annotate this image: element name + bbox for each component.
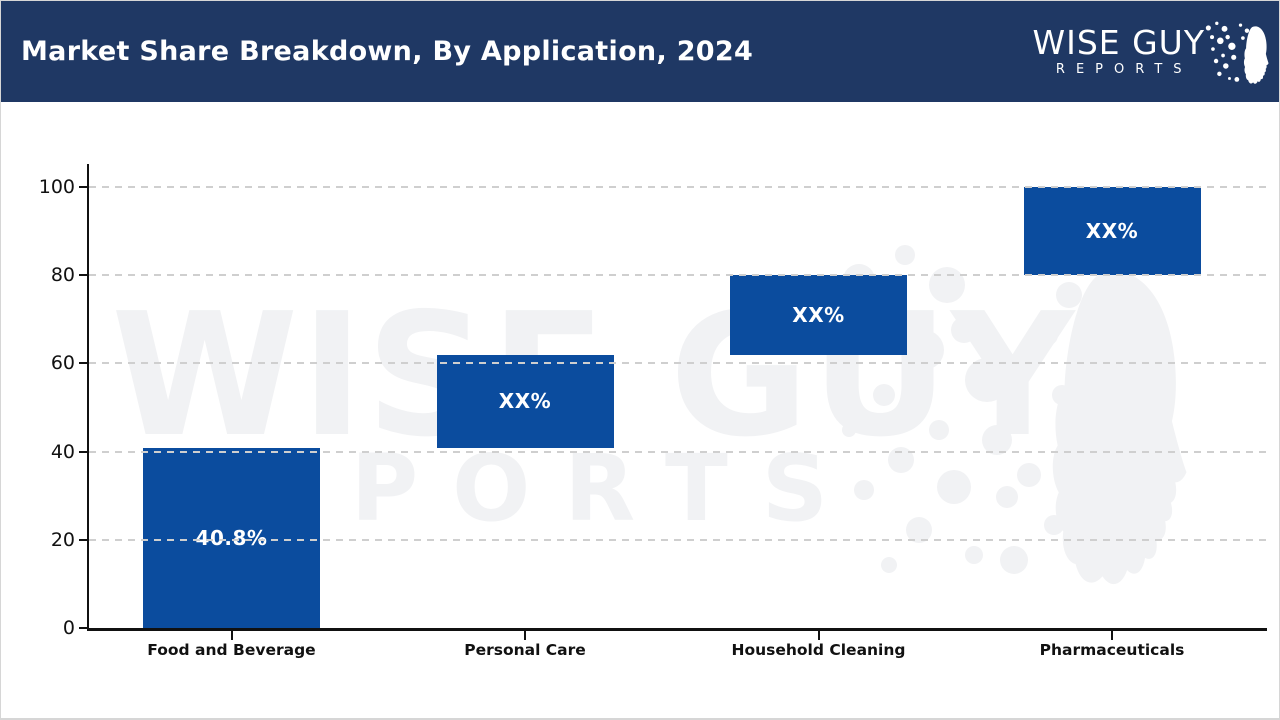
category-label: Pharmaceuticals xyxy=(1039,641,1185,659)
y-tick-mark xyxy=(79,538,88,541)
x-tick-mark xyxy=(524,631,526,640)
header: Market Share Breakdown, By Application, … xyxy=(1,1,1279,102)
y-tick-label: 40 xyxy=(50,440,75,463)
bar-3: XX% xyxy=(730,275,907,355)
y-axis-line xyxy=(87,164,89,631)
brand-name: WISE GUY xyxy=(1032,23,1205,63)
gridline xyxy=(89,274,1267,277)
y-tick-label: 80 xyxy=(50,264,75,287)
bar-value-label: XX% xyxy=(498,389,552,414)
gridline xyxy=(89,362,1267,365)
y-tick-label: 0 xyxy=(62,617,75,639)
x-axis-line xyxy=(87,628,1267,631)
y-tick-label: 60 xyxy=(50,352,75,375)
y-tick-mark xyxy=(79,627,88,629)
brand-text: WISE GUY REPORTS xyxy=(1032,26,1205,77)
category-label: Personal Care xyxy=(464,641,586,659)
brand-face-icon xyxy=(1205,21,1269,84)
y-tick-mark xyxy=(79,362,88,365)
y-tick-mark xyxy=(79,274,88,277)
bar-1: 40.8% xyxy=(143,448,320,628)
y-tick-mark xyxy=(79,450,88,453)
gridline xyxy=(89,450,1267,453)
bar-2: XX% xyxy=(436,354,614,449)
x-tick-mark xyxy=(230,631,233,640)
category-label: Household Cleaning xyxy=(731,641,906,659)
y-tick-mark xyxy=(79,186,88,188)
page-title: Market Share Breakdown, By Application, … xyxy=(21,36,754,67)
x-tick-mark xyxy=(817,631,820,640)
category-label: Food and Beverage xyxy=(147,641,316,659)
bar-4: XX% xyxy=(1023,187,1201,276)
brand-logo: WISE GUY REPORTS xyxy=(1032,16,1269,88)
bar-value-label: XX% xyxy=(1085,219,1139,244)
bar-value-label: 40.8% xyxy=(195,526,268,551)
x-tick-mark xyxy=(1111,631,1113,640)
gridline xyxy=(89,186,1267,188)
y-tick-label: 100 xyxy=(38,176,75,198)
brand-tagline: REPORTS xyxy=(1055,61,1193,77)
bar-value-label: XX% xyxy=(792,302,845,327)
gridline xyxy=(89,538,1267,541)
y-tick-label: 20 xyxy=(50,528,75,551)
